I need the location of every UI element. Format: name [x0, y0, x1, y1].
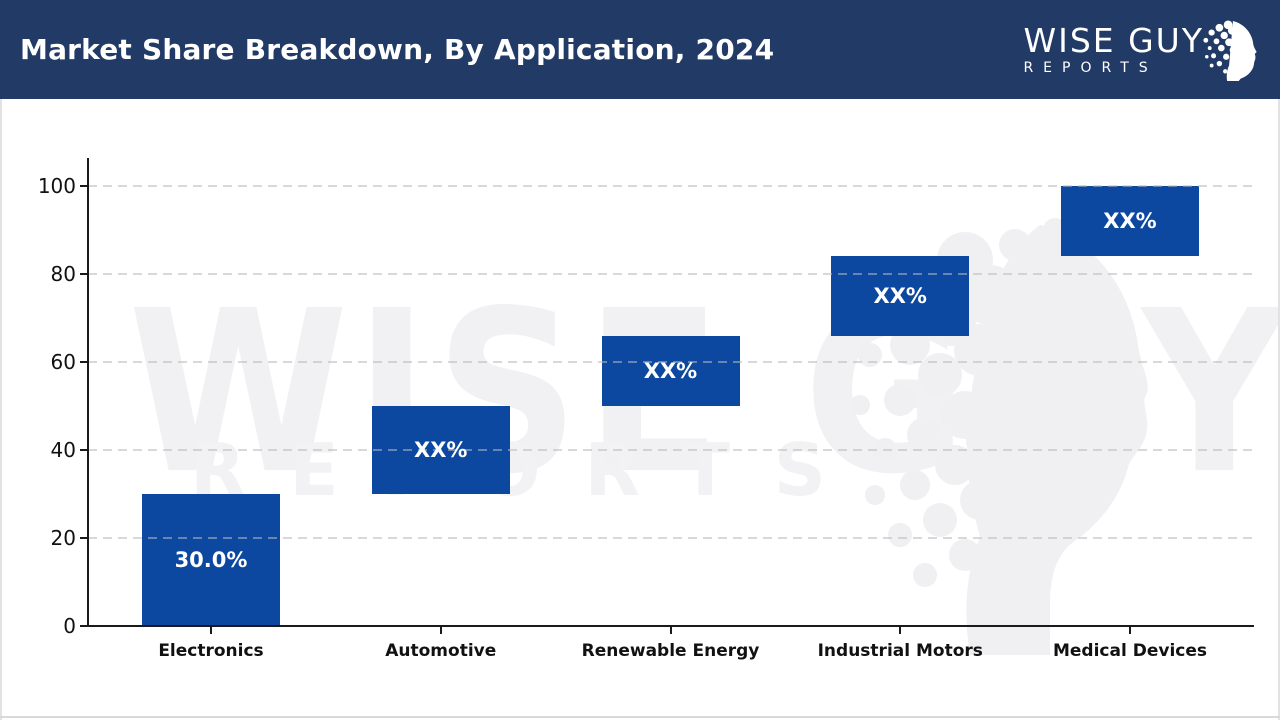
x-tick-label: Automotive	[385, 641, 497, 661]
gridline-80	[88, 273, 1254, 275]
y-tick-mark-60	[80, 361, 87, 363]
y-tick-mark-40	[80, 449, 87, 451]
y-tick-mark-100	[80, 185, 87, 187]
x-tick-label: Industrial Motors	[817, 641, 983, 661]
bar-segment	[1061, 186, 1199, 257]
x-tick-label: Electronics	[158, 641, 264, 661]
bar-value-label: XX%	[1103, 209, 1157, 234]
bar-value-label: XX%	[643, 358, 698, 383]
bar-value-label: XX%	[414, 438, 468, 462]
brand-subtitle: REPORTS	[1023, 59, 1158, 76]
x-axis-spine	[87, 625, 1254, 627]
header-bar: Market Share Breakdown, By Application, …	[0, 0, 1280, 99]
x-tick-mark	[1129, 627, 1131, 634]
gridline-60	[88, 361, 1254, 363]
brand-logo-text: WISE GUY REPORTS	[1023, 20, 1204, 76]
gridline-20	[88, 537, 1254, 539]
bar-segment	[142, 494, 280, 626]
y-tick-mark-0	[80, 625, 87, 627]
y-axis-spine	[87, 158, 89, 627]
brand-logo: WISE GUY REPORTS	[1023, 19, 1262, 81]
x-tick-mark	[669, 627, 672, 634]
x-tick-mark	[899, 627, 902, 634]
bar-value-label: XX%	[873, 284, 927, 308]
brand-name: WISE GUY	[1023, 20, 1204, 60]
frame-border-right	[1278, 99, 1280, 720]
gridline-40	[88, 449, 1254, 451]
frame-border-left	[0, 99, 2, 720]
frame-border-bottom	[0, 716, 1280, 718]
y-tick-label-20: 20	[50, 526, 76, 550]
y-tick-label-80: 80	[50, 262, 76, 286]
x-tick-label: Medical Devices	[1052, 641, 1207, 661]
x-tick-mark	[210, 627, 212, 634]
y-tick-label-40: 40	[50, 438, 76, 462]
bar-segment	[601, 335, 740, 406]
y-tick-label-0: 0	[63, 614, 76, 638]
bar-value-label: 30.0%	[174, 548, 248, 572]
page-title: Market Share Breakdown, By Application, …	[20, 33, 775, 66]
bar-segment	[831, 256, 970, 336]
y-tick-mark-20	[80, 537, 87, 539]
x-tick-label: Renewable Energy	[581, 641, 760, 661]
x-tick-mark	[439, 627, 442, 634]
y-tick-label-60: 60	[50, 350, 76, 374]
y-tick-mark-80	[80, 273, 87, 275]
brand-head-icon	[1203, 19, 1257, 81]
gridline-100	[88, 185, 1254, 187]
y-tick-label-100: 100	[37, 174, 76, 198]
